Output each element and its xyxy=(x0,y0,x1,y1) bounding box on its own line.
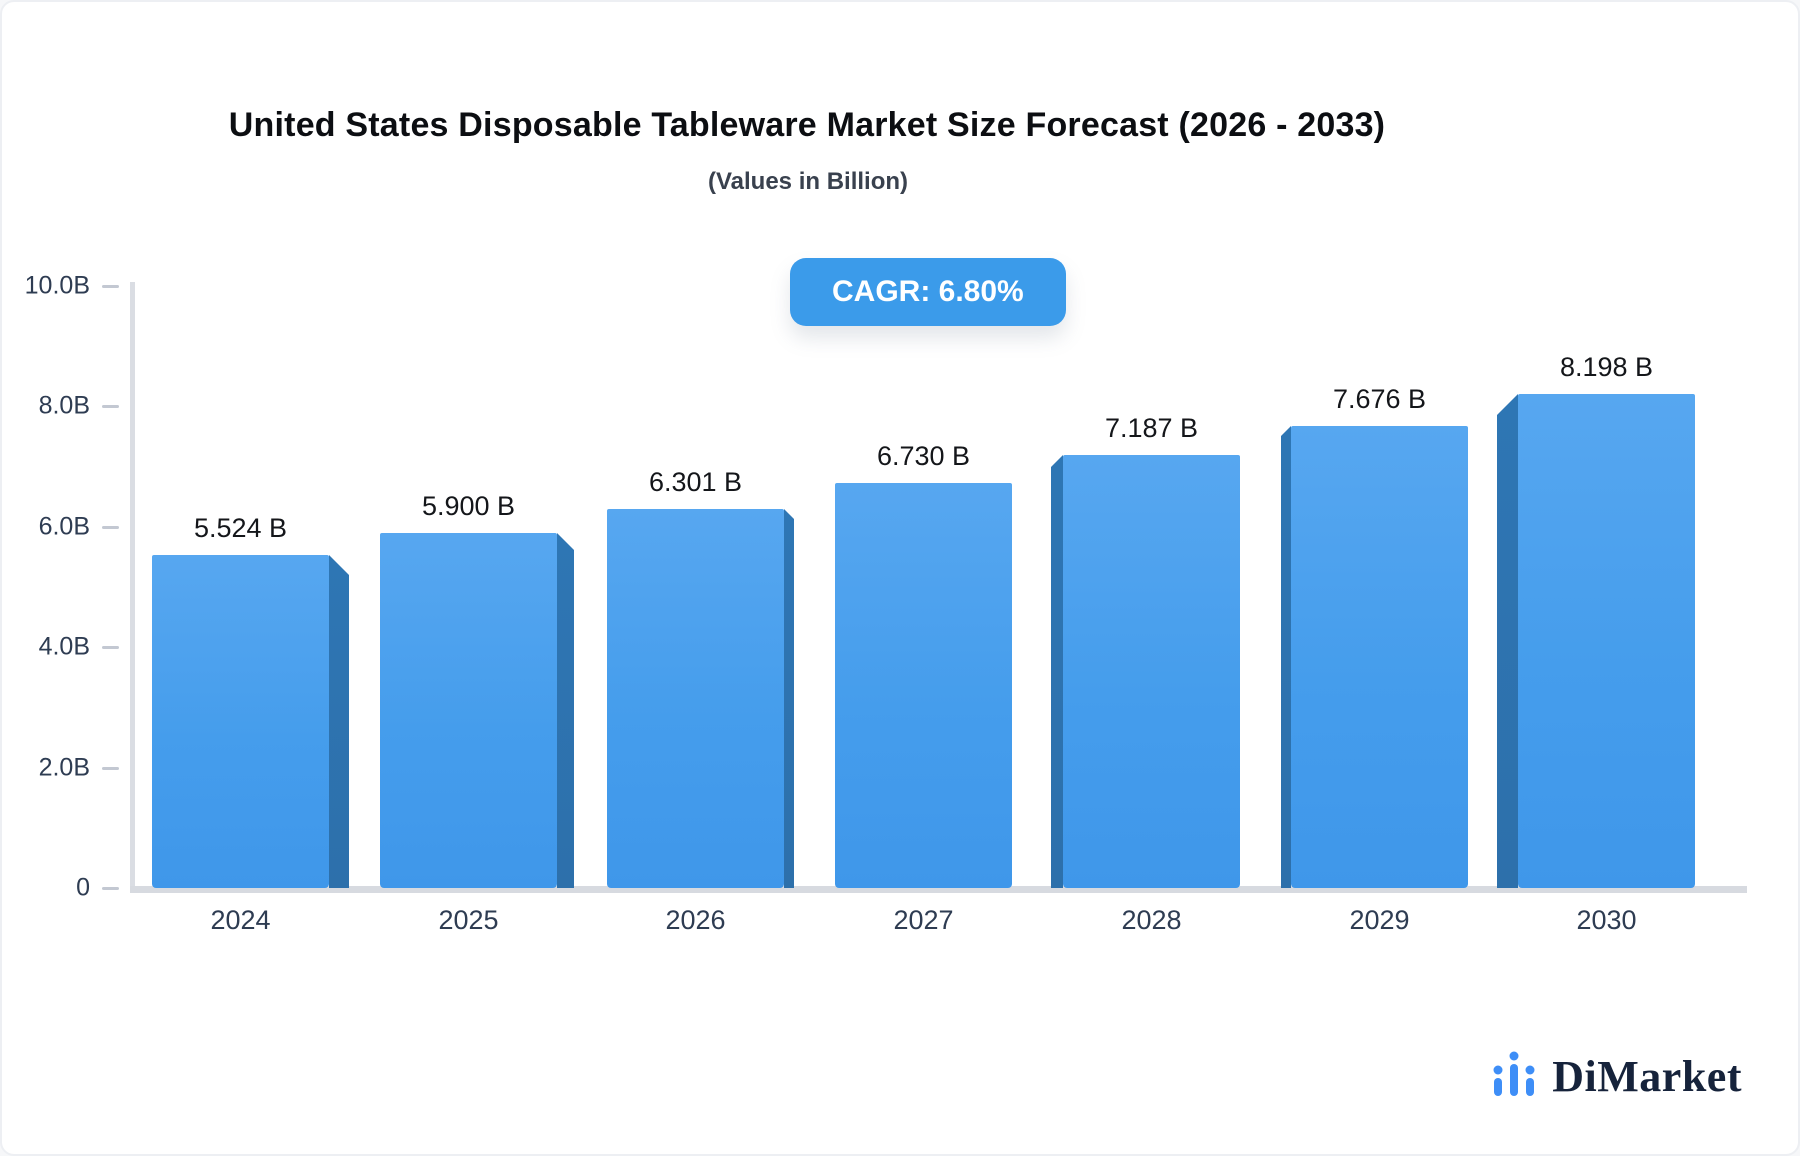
bar-2027 xyxy=(835,483,1012,888)
y-axis-tick xyxy=(102,767,119,770)
y-axis-label: 0 xyxy=(76,873,90,902)
chart-subtitle: (Values in Billion) xyxy=(707,168,909,195)
y-axis-tick xyxy=(102,646,119,649)
bar-2025 xyxy=(380,533,557,888)
bar-2026 xyxy=(607,509,784,888)
logo-text: DiMarket xyxy=(1552,1052,1742,1101)
bar-side-2024 xyxy=(329,555,349,888)
y-axis-tick xyxy=(102,887,119,890)
bar-value-label-2028: 7.187 B xyxy=(1104,413,1199,443)
bar-2029 xyxy=(1291,426,1468,888)
bar-value-label-2029: 7.676 B xyxy=(1332,384,1427,414)
x-axis-label-2024: 2024 xyxy=(210,905,271,935)
chart-title: United States Disposable Tableware Marke… xyxy=(228,106,1386,144)
bar-side-2026 xyxy=(784,509,794,888)
y-axis-tick xyxy=(102,405,119,408)
y-axis-line xyxy=(130,282,135,890)
bar-value-label-2024: 5.524 B xyxy=(193,513,288,543)
bar-2024 xyxy=(152,555,329,888)
dimarket-logo[interactable]: DiMarket xyxy=(1488,1048,1742,1101)
x-axis-label-2027: 2027 xyxy=(893,905,954,935)
bar-chart-icon xyxy=(1488,1048,1540,1101)
x-axis-label-2025: 2025 xyxy=(438,905,499,935)
bar-side-2025 xyxy=(557,533,574,888)
y-axis-tick xyxy=(102,285,119,288)
x-axis-line xyxy=(130,886,1747,893)
y-axis-label: 4.0B xyxy=(38,632,90,661)
y-axis-label: 10.0B xyxy=(24,271,90,300)
bar-2030 xyxy=(1518,394,1695,888)
y-axis-tick xyxy=(102,526,119,529)
y-axis-label: 8.0B xyxy=(38,391,90,420)
bar-value-label-2026: 6.301 B xyxy=(648,467,743,497)
bar-2028 xyxy=(1063,455,1240,888)
bar-side-2028 xyxy=(1051,455,1063,888)
y-axis-label: 6.0B xyxy=(38,512,90,541)
bar-value-label-2027: 6.730 B xyxy=(876,441,971,471)
bar-value-label-2030: 8.198 B xyxy=(1559,352,1654,382)
y-axis-label: 2.0B xyxy=(38,753,90,782)
cagr-badge: CAGR: 6.80% xyxy=(790,258,1066,326)
bar-side-2029 xyxy=(1281,426,1291,888)
x-axis-label-2028: 2028 xyxy=(1121,905,1182,935)
x-axis-label-2030: 2030 xyxy=(1576,905,1637,935)
x-axis-label-2026: 2026 xyxy=(665,905,726,935)
x-axis-label-2029: 2029 xyxy=(1349,905,1410,935)
bar-side-2030 xyxy=(1497,394,1518,888)
bar-value-label-2025: 5.900 B xyxy=(421,491,516,521)
